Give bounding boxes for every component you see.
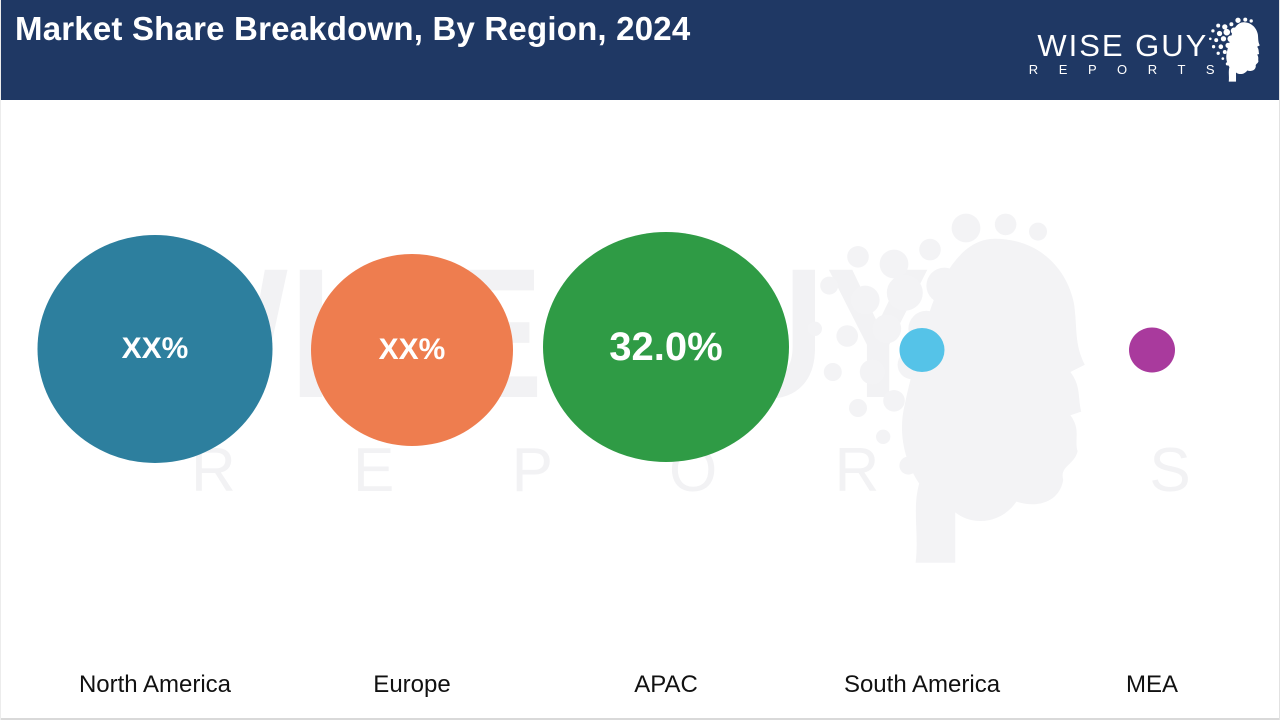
brand-subtitle: R E P O R T S [1028,62,1223,78]
region-bubble: 32.0% [543,232,789,462]
region-bubble [1129,327,1175,373]
region-label: APAC [634,671,698,698]
region-label: North America [78,671,232,698]
brand-logo-text: WISE GUY R E P O R T S [1023,30,1223,77]
region-label: MEA [1125,671,1179,698]
region-label: South America [843,671,1001,698]
brand-logo: WISE GUY R E P O R T S [1023,10,1271,90]
region-bubble: XX% [311,254,513,446]
region-bubble: XX% [37,235,273,463]
header-bar: Market Share Breakdown, By Region, 2024 … [1,0,1279,100]
region-label: Europe [373,671,451,698]
region-bubble [899,328,945,372]
brand-name: WISE GUY [1037,28,1209,64]
brand-head-icon [1208,17,1260,82]
page-title: Market Share Breakdown, By Region, 2024 [15,10,691,47]
